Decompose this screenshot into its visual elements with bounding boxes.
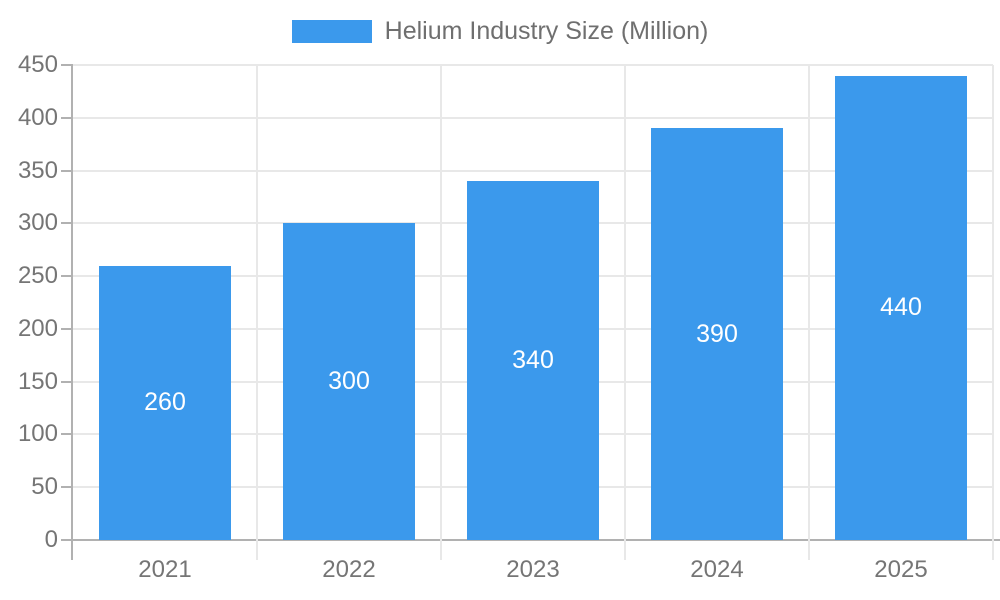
y-tick-label: 350 xyxy=(17,156,58,184)
bar[interactable]: 260 xyxy=(99,265,231,540)
y-axis-tick xyxy=(61,486,73,489)
bar[interactable]: 390 xyxy=(651,128,783,540)
bar[interactable]: 300 xyxy=(283,223,415,540)
bar[interactable]: 340 xyxy=(467,181,599,540)
y-tick-label: 300 xyxy=(17,209,58,237)
x-gridline xyxy=(992,65,994,560)
x-axis-baseline xyxy=(63,539,1000,541)
legend-swatch xyxy=(291,20,372,43)
x-gridline xyxy=(808,65,810,560)
y-tick-label: 200 xyxy=(17,314,58,342)
y-axis-tick xyxy=(61,222,73,225)
x-gridline xyxy=(256,65,258,560)
y-axis-tick xyxy=(61,433,73,436)
y-axis-tick xyxy=(61,275,73,278)
plot-area: 260 300 340 390 440 xyxy=(73,64,994,560)
y-gridline xyxy=(73,116,993,119)
y-axis-tick xyxy=(61,169,73,172)
bar-value-label: 390 xyxy=(696,319,738,348)
y-tick-label: 150 xyxy=(17,367,58,395)
legend: Helium Industry Size (Million) xyxy=(0,17,1000,45)
y-tick-label: 450 xyxy=(17,51,58,78)
x-tick-label: 2021 xyxy=(138,556,192,583)
y-axis-tick xyxy=(61,539,73,541)
y-tick-label: 100 xyxy=(17,420,58,448)
y-axis-tick xyxy=(61,380,73,383)
y-axis-tick xyxy=(61,116,73,119)
y-tick-label: 0 xyxy=(44,526,58,553)
x-tick-label: 2022 xyxy=(322,556,376,583)
x-tick-label: 2024 xyxy=(690,556,744,583)
y-tick-label: 250 xyxy=(17,262,58,290)
y-gridline xyxy=(73,64,993,66)
y-tick-label: 400 xyxy=(17,103,58,131)
x-tick-label: 2025 xyxy=(874,556,928,583)
bar-value-label: 440 xyxy=(880,293,922,322)
x-gridline xyxy=(440,65,442,560)
legend-label: Helium Industry Size (Million) xyxy=(384,17,709,45)
y-tick-label: 50 xyxy=(31,473,58,501)
y-gridline xyxy=(73,169,993,172)
bar-value-label: 340 xyxy=(512,346,554,375)
y-axis-line xyxy=(71,65,73,560)
y-axis-tick xyxy=(61,64,73,66)
x-gridline xyxy=(624,65,626,560)
y-axis-tick xyxy=(61,327,73,330)
bar[interactable]: 440 xyxy=(835,75,967,540)
x-tick-label: 2023 xyxy=(506,556,560,583)
bar-value-label: 300 xyxy=(328,367,370,396)
bar-value-label: 260 xyxy=(144,388,186,417)
